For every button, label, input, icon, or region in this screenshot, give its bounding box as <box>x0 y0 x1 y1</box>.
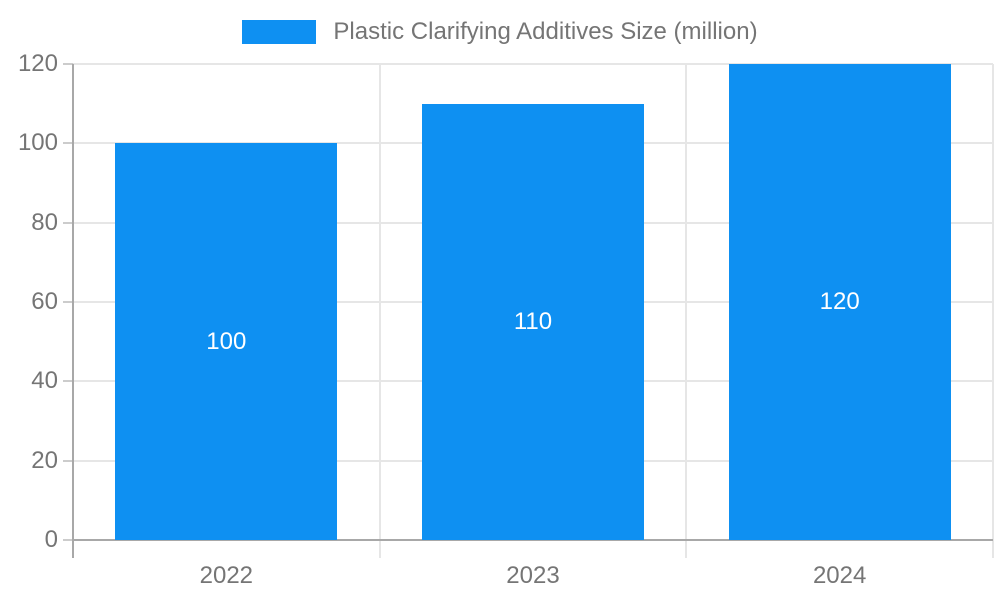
bar-value-label: 100 <box>206 327 247 355</box>
bar-2023[interactable] <box>422 103 644 540</box>
bar-value-label: 110 <box>513 307 553 335</box>
y-axis-tick <box>63 63 73 65</box>
x-tick-label: 2024 <box>812 562 867 589</box>
y-axis-tick <box>63 459 73 462</box>
y-gridline <box>73 63 993 65</box>
y-tick-label: 80 <box>31 208 58 236</box>
x-tick-label: 2023 <box>506 562 560 589</box>
bar-2024[interactable] <box>728 64 951 540</box>
y-tick-label: 0 <box>44 526 58 553</box>
category-divider <box>685 64 688 558</box>
y-axis-tick <box>63 142 73 145</box>
y-tick-label: 60 <box>31 288 58 315</box>
y-axis-tick <box>63 301 73 303</box>
legend-label: Plastic Clarifying Additives Size (milli… <box>333 18 758 45</box>
y-axis-tick <box>63 221 73 224</box>
y-axis-line <box>72 64 74 558</box>
x-tick-label: 2022 <box>199 562 254 589</box>
legend-swatch <box>242 20 317 44</box>
y-axis-tick <box>63 380 73 383</box>
y-axis-tick <box>63 539 73 541</box>
legend-item[interactable]: Plastic Clarifying Additives Size (milli… <box>0 14 1000 50</box>
category-divider <box>378 64 381 558</box>
plot-right-edge <box>992 64 994 558</box>
bar-2022[interactable] <box>115 143 338 540</box>
y-tick-label: 40 <box>31 367 58 395</box>
y-tick-label: 100 <box>17 129 58 157</box>
y-tick-label: 120 <box>17 50 58 77</box>
bar-value-label: 120 <box>819 288 860 315</box>
y-tick-label: 20 <box>31 446 58 474</box>
x-axis-line <box>73 539 993 541</box>
